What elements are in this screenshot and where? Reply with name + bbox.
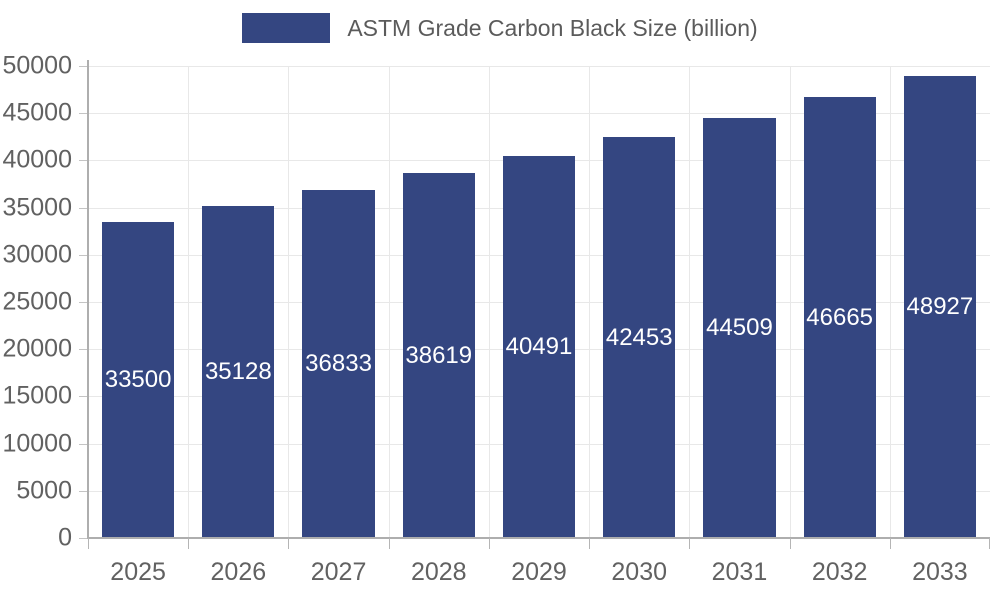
y-tick-label: 45000 xyxy=(2,98,72,127)
bar[interactable]: 40491 xyxy=(502,155,576,538)
y-axis: 0 5000 10000 15000 20000 25000 30000 35000 40000… xyxy=(0,0,88,600)
bar-value-label: 38619 xyxy=(405,341,473,369)
bar-value-label: 44509 xyxy=(706,313,773,341)
bar-value-label: 42453 xyxy=(605,323,673,351)
x-gridline xyxy=(488,66,490,538)
bar[interactable]: 42453 xyxy=(603,137,676,538)
x-tick-label: 2025 xyxy=(110,558,166,586)
x-gridline xyxy=(388,66,390,538)
y-tick-label: 40000 xyxy=(2,145,72,174)
x-tick-mark xyxy=(889,538,891,549)
y-tick-label: 15000 xyxy=(2,381,72,410)
y-tick-mark xyxy=(79,160,88,162)
legend-swatch-icon xyxy=(242,13,331,43)
y-tick-mark xyxy=(79,490,88,492)
y-tick-label: 5000 xyxy=(16,476,72,505)
x-tick-label: 2033 xyxy=(912,558,968,586)
x-tick-mark xyxy=(589,538,591,549)
y-gridline xyxy=(88,66,990,67)
bar-value-label: 33500 xyxy=(104,365,172,393)
x-tick-mark xyxy=(789,538,791,549)
bar-value-label: 48927 xyxy=(906,293,974,321)
x-gridline xyxy=(288,66,290,538)
legend-entry[interactable]: ASTM Grade Carbon Black Size (billion) xyxy=(242,13,758,43)
bar[interactable]: 44509 xyxy=(703,117,776,538)
x-axis-line xyxy=(88,537,990,539)
x-tick-mark xyxy=(488,538,490,549)
x-gridline xyxy=(689,66,691,538)
y-tick-label: 25000 xyxy=(2,287,72,316)
bar[interactable]: 38619 xyxy=(402,173,475,538)
y-tick-label: 35000 xyxy=(2,193,72,222)
legend-label: ASTM Grade Carbon Black Size (billion) xyxy=(347,14,758,41)
bar[interactable]: 36833 xyxy=(302,190,375,538)
bar-value-label: 35128 xyxy=(204,358,272,386)
x-tick-label: 2027 xyxy=(310,558,367,586)
y-tick-mark xyxy=(79,396,88,398)
bar[interactable]: 48927 xyxy=(903,76,976,538)
y-tick-label: 10000 xyxy=(2,429,72,458)
x-tick-mark xyxy=(88,538,89,549)
x-tick-mark xyxy=(288,538,290,549)
y-tick-label: 0 xyxy=(58,523,72,552)
x-gridline xyxy=(188,66,190,538)
x-tick-mark xyxy=(989,538,990,549)
y-tick-mark xyxy=(79,538,88,539)
y-tick-mark xyxy=(79,207,88,209)
x-gridline xyxy=(789,66,791,538)
y-axis-line xyxy=(87,60,89,539)
x-tick-label: 2029 xyxy=(511,558,567,586)
x-tick-label: 2031 xyxy=(711,558,768,586)
bar[interactable]: 35128 xyxy=(202,206,275,538)
x-tick-label: 2028 xyxy=(410,558,467,586)
y-tick-label: 50000 xyxy=(2,51,72,80)
y-tick-mark xyxy=(79,349,88,351)
bar-value-label: 46665 xyxy=(806,303,874,331)
y-tick-mark xyxy=(79,443,88,445)
bar-value-label: 36833 xyxy=(305,350,372,378)
chart-legend: ASTM Grade Carbon Black Size (billion) xyxy=(0,8,1000,48)
y-tick-label: 30000 xyxy=(2,240,72,269)
y-tick-mark xyxy=(79,66,88,67)
bar[interactable]: 46665 xyxy=(803,97,876,538)
y-tick-mark xyxy=(79,302,88,303)
x-tick-label: 2030 xyxy=(611,558,668,586)
x-gridline xyxy=(889,66,891,538)
plot-area: 33500 35128 36833 38619 40491 42453 44509 46665… xyxy=(88,66,990,539)
y-gridline xyxy=(88,113,990,115)
x-tick-mark xyxy=(689,538,691,549)
y-tick-mark xyxy=(79,113,88,115)
x-tick-label: 2026 xyxy=(210,558,267,586)
bar-value-label: 40491 xyxy=(505,332,573,360)
x-tick-mark xyxy=(188,538,190,549)
bar[interactable]: 33500 xyxy=(102,221,175,538)
x-tick-label: 2032 xyxy=(811,558,868,586)
x-axis: 2025 2026 2027 2028 2029 2030 2031 2032 2033 xyxy=(88,538,990,600)
y-tick-label: 20000 xyxy=(2,334,72,363)
x-gridline xyxy=(589,66,591,538)
y-tick-mark xyxy=(79,254,88,256)
x-tick-mark xyxy=(388,538,390,549)
